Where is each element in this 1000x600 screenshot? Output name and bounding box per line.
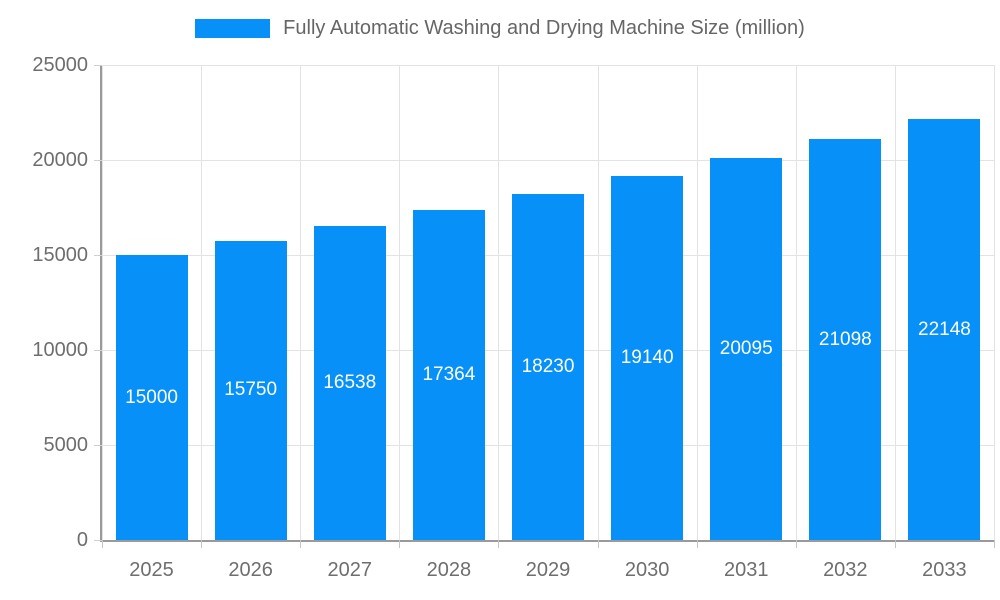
gridline-vertical: [498, 65, 500, 540]
gridline-vertical: [399, 65, 401, 540]
plot-area: 15000 15750 16538 17364 18230 19140 20095 21098…: [100, 65, 995, 542]
bar-value-label: 22148: [918, 318, 971, 340]
x-tick-label: 2025: [129, 559, 174, 581]
gridline-vertical: [696, 65, 698, 540]
y-tick-mark: [94, 65, 102, 66]
bar-value-label: 16538: [323, 371, 377, 393]
gridline-horizontal: [102, 65, 994, 66]
x-tick-mark: [994, 540, 995, 548]
bar-value-label: 19140: [620, 347, 674, 369]
x-tick-mark: [696, 540, 698, 548]
bar-2029[interactable]: 18230: [512, 193, 584, 540]
y-tick-mark: [94, 350, 102, 351]
x-tick-mark: [894, 540, 896, 548]
y-tick-mark: [94, 160, 102, 161]
gridline-horizontal: [102, 160, 994, 161]
bar-2031[interactable]: 20095: [710, 158, 783, 540]
x-tick-mark: [795, 540, 797, 548]
y-tick-mark: [94, 540, 102, 541]
x-tick-label: 2032: [823, 559, 868, 581]
bar-value-label: 17364: [422, 364, 476, 386]
y-tick-label: 5000: [43, 433, 89, 456]
x-tick-label: 2029: [525, 559, 571, 581]
gridline-vertical: [300, 65, 302, 540]
bar-value-label: 20095: [719, 338, 773, 360]
legend-label: Fully Automatic Washing and Drying Machi…: [283, 17, 805, 39]
x-tick-mark: [102, 540, 103, 548]
x-tick-mark: [300, 540, 302, 548]
y-tick-mark: [94, 445, 102, 446]
y-tick-label: 20000: [32, 148, 88, 171]
gridline-vertical: [201, 65, 203, 540]
x-tick-label: 2033: [922, 559, 967, 581]
bar-value-label: 18230: [521, 355, 575, 377]
bar-2030[interactable]: 19140: [611, 176, 684, 540]
x-tick-label: 2030: [624, 559, 670, 581]
y-tick-label: 15000: [32, 243, 88, 266]
x-tick-label: 2028: [426, 559, 472, 581]
bar-2032[interactable]: 21098: [809, 139, 882, 540]
x-axis-line: [100, 540, 994, 542]
x-tick-mark: [597, 540, 599, 548]
y-tick-mark: [94, 255, 102, 256]
bar-value-label: 15750: [224, 379, 278, 401]
bar-2025[interactable]: 15000: [115, 255, 188, 540]
bar-value-label: 15000: [125, 386, 178, 408]
y-tick-label: 10000: [32, 338, 88, 361]
bar-value-label: 21098: [818, 328, 872, 350]
y-tick-label: 0: [76, 528, 88, 551]
bar-2027[interactable]: 16538: [313, 225, 386, 540]
x-tick-mark: [399, 540, 401, 548]
bar-2028[interactable]: 17364: [412, 210, 485, 540]
x-tick-mark: [201, 540, 203, 548]
bar-2026[interactable]: 15750: [214, 240, 287, 540]
x-tick-mark: [498, 540, 500, 548]
gridline-vertical: [894, 65, 896, 540]
legend-swatch: [195, 19, 271, 38]
chart-legend[interactable]: Fully Automatic Washing and Drying Machi…: [0, 17, 1000, 40]
y-axis-line: [100, 65, 102, 542]
x-tick-label: 2026: [228, 559, 273, 581]
gridline-vertical: [795, 65, 797, 540]
gridline-vertical: [597, 65, 599, 540]
gridline-vertical: [994, 65, 995, 540]
gridline-vertical: [102, 65, 103, 540]
x-tick-label: 2027: [327, 559, 373, 581]
y-tick-label: 25000: [32, 53, 88, 76]
bar-2033[interactable]: 22148: [908, 119, 981, 540]
x-tick-label: 2031: [723, 559, 769, 581]
